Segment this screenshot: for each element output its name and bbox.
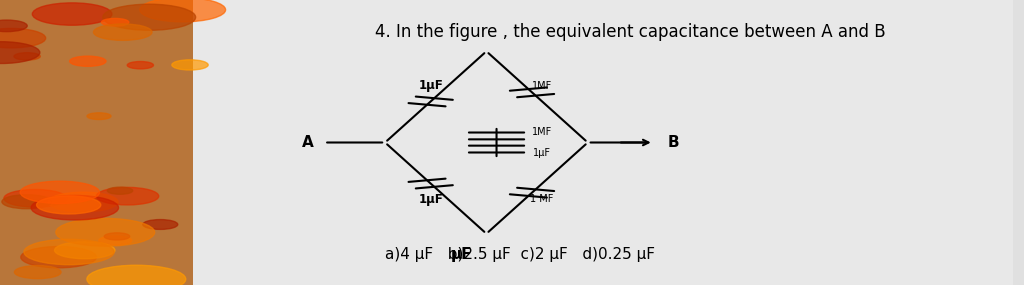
Circle shape (4, 190, 67, 207)
Text: A: A (302, 135, 314, 150)
Circle shape (87, 265, 185, 285)
Circle shape (24, 239, 114, 265)
Circle shape (37, 196, 100, 214)
Circle shape (127, 62, 154, 69)
Circle shape (0, 42, 40, 64)
Text: B: B (668, 135, 680, 150)
Text: a)4 μF   b)2.5 μF  c)2 μF   d)0.25 μF: a)4 μF b)2.5 μF c)2 μF d)0.25 μF (385, 247, 655, 262)
Circle shape (70, 56, 106, 66)
Text: 1MF: 1MF (532, 81, 552, 91)
Text: 4. In the figure , the equivalent capacitance between A and B: 4. In the figure , the equivalent capaci… (375, 23, 886, 41)
Circle shape (48, 192, 118, 212)
Text: 1 MF: 1 MF (530, 194, 554, 204)
Circle shape (142, 219, 178, 229)
Circle shape (31, 196, 119, 220)
Circle shape (172, 60, 208, 70)
Text: 1μF: 1μF (534, 148, 551, 158)
FancyBboxPatch shape (0, 0, 193, 285)
Circle shape (33, 3, 112, 25)
Circle shape (0, 20, 28, 32)
Circle shape (20, 181, 99, 203)
Circle shape (101, 19, 129, 26)
Text: 1MF: 1MF (532, 127, 552, 137)
Circle shape (14, 53, 40, 60)
Circle shape (0, 28, 46, 48)
Circle shape (140, 0, 225, 22)
Text: μF: μF (451, 247, 472, 262)
Circle shape (98, 236, 132, 245)
Circle shape (14, 266, 61, 279)
Circle shape (56, 218, 155, 246)
Text: 1μF: 1μF (418, 80, 443, 92)
Circle shape (104, 233, 130, 240)
FancyBboxPatch shape (193, 0, 1014, 285)
Circle shape (93, 24, 152, 40)
Circle shape (20, 247, 96, 268)
Circle shape (54, 242, 115, 259)
Circle shape (108, 187, 133, 194)
Circle shape (2, 195, 52, 209)
Circle shape (102, 4, 196, 30)
Text: 1μF: 1μF (418, 193, 443, 205)
Circle shape (87, 113, 111, 119)
Circle shape (96, 187, 159, 205)
